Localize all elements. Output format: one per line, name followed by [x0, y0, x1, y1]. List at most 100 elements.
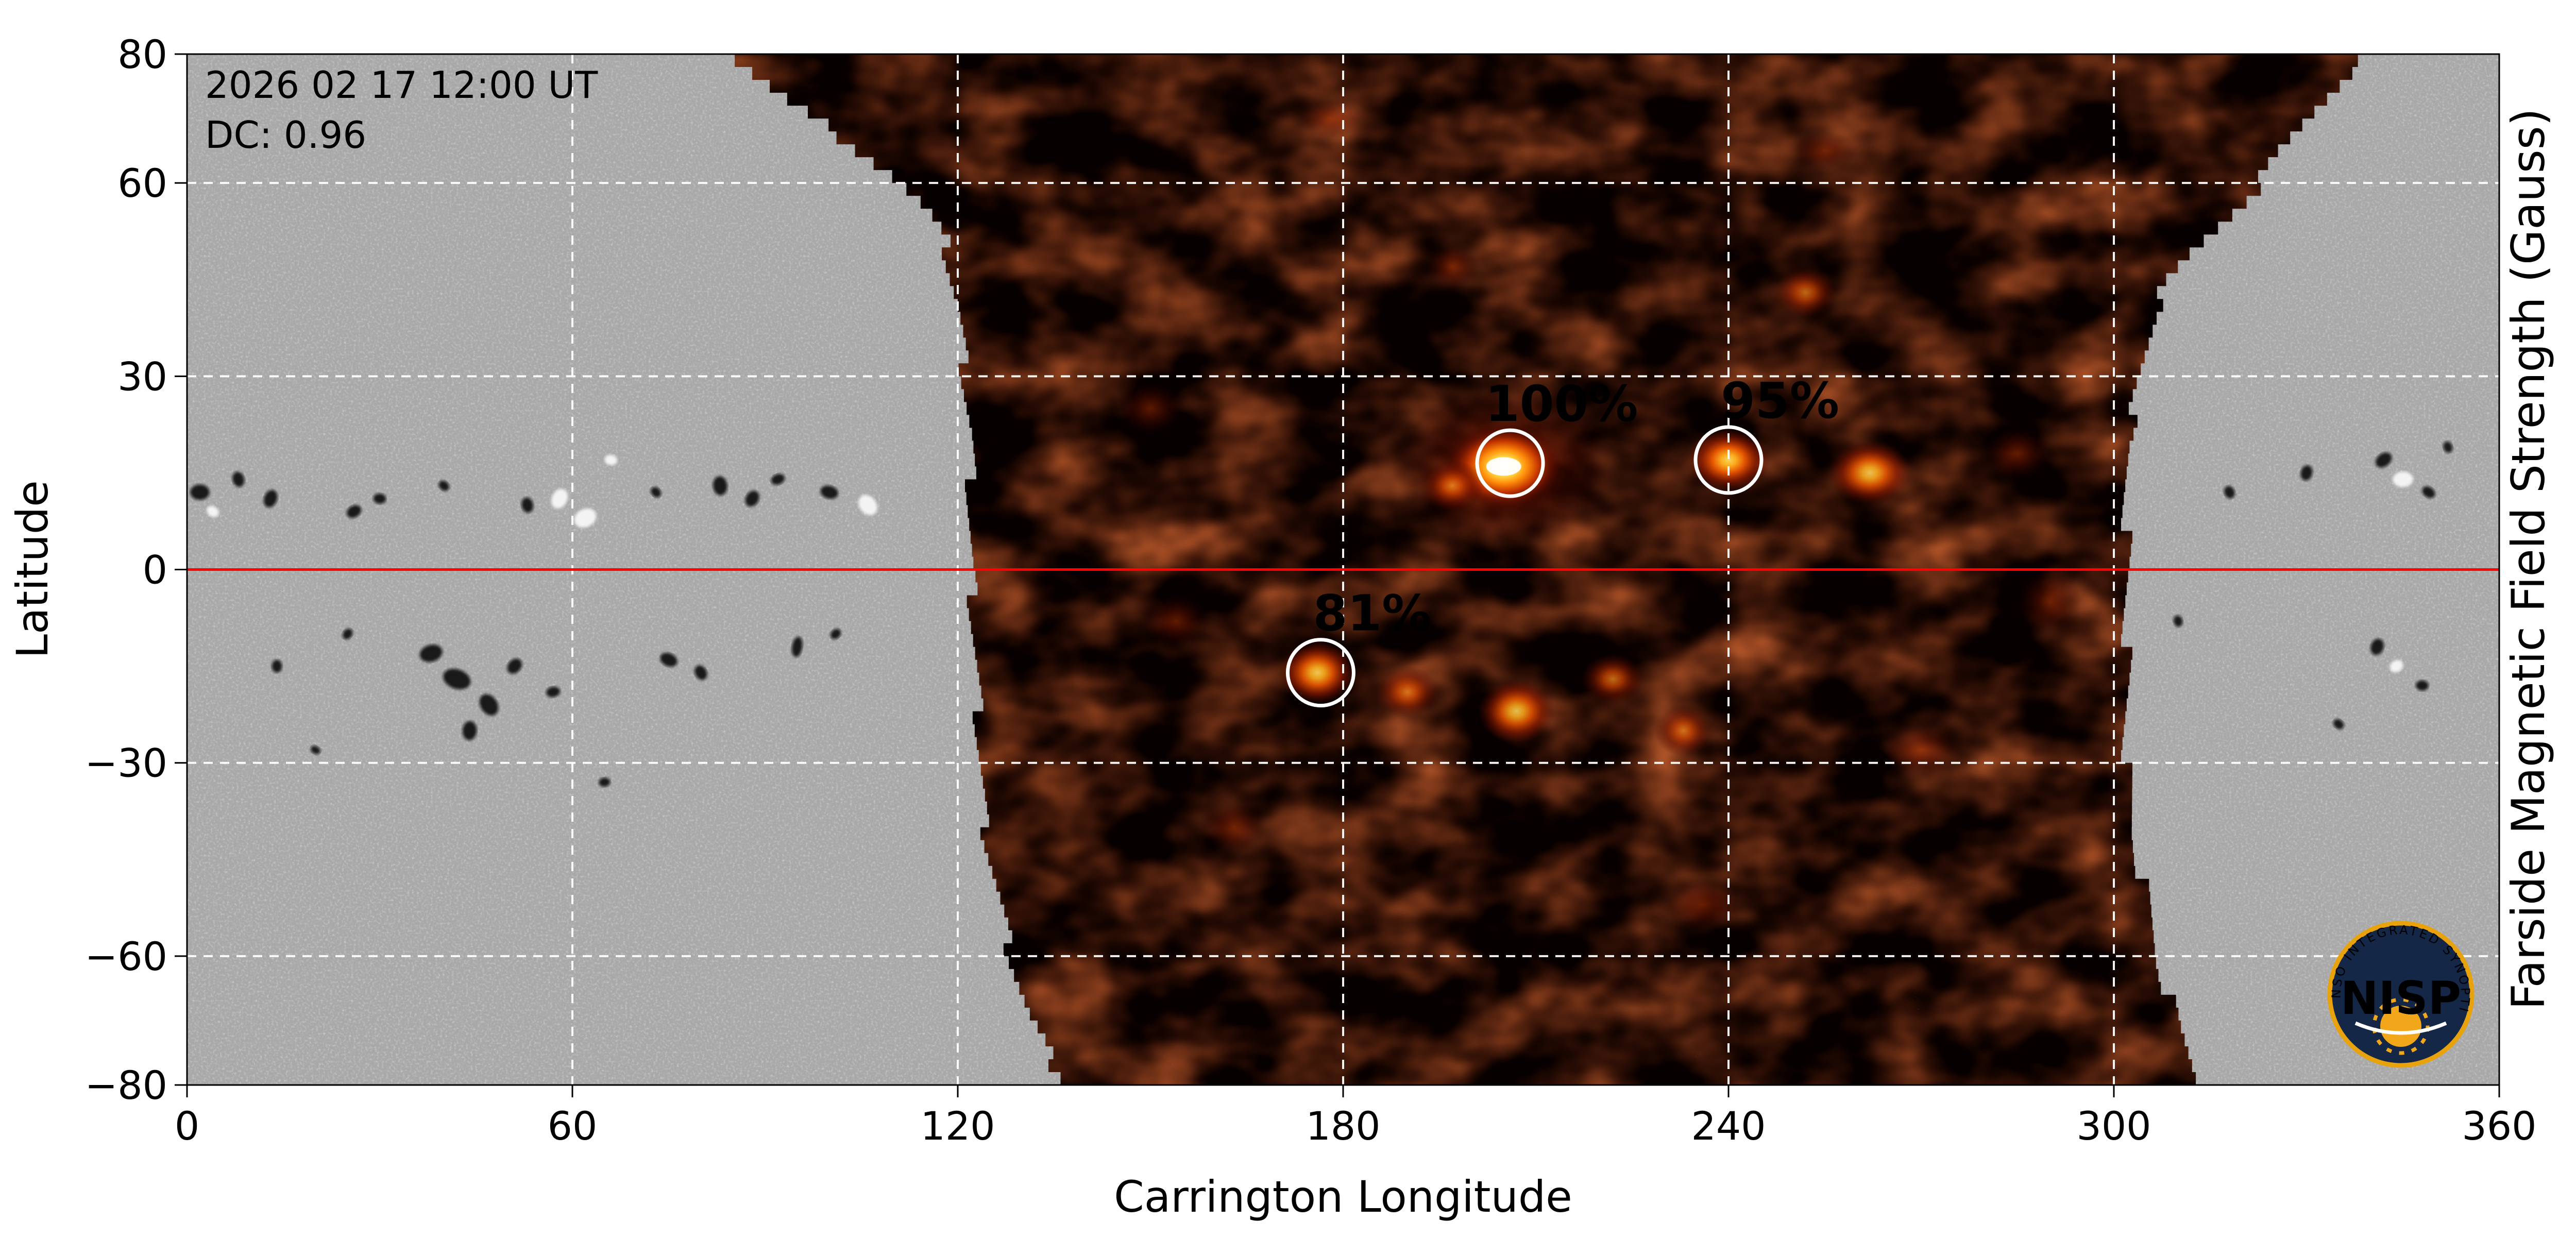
frontside-active-region: [599, 777, 611, 787]
farside-active-region: [1118, 382, 1183, 434]
farside-active-region-core: [1486, 457, 1521, 476]
x-tick-label: 300: [2076, 1103, 2151, 1149]
frontside-active-region: [2333, 719, 2344, 730]
frontside-active-regions: [190, 441, 2453, 787]
colorbar-farside-label: Farside Magnetic Field Strength (Gauss): [2502, 108, 2555, 1010]
frontside-active-region: [2443, 441, 2453, 453]
frontside-active-region: [419, 645, 443, 663]
y-axis-label: Latitude: [7, 480, 58, 658]
frontside-active-region: [791, 636, 803, 657]
x-tick-label: 120: [920, 1103, 995, 1149]
frontside-active-region: [479, 694, 499, 716]
farside-active-region: [1375, 666, 1439, 718]
farside-active-region: [1664, 878, 1741, 930]
frontside-active-region: [272, 659, 282, 673]
frontside-active-region: [507, 658, 522, 674]
nisp-logo-sun-icon: [2380, 1006, 2421, 1047]
y-tick-label: 60: [117, 160, 167, 206]
frontside-active-region: [858, 495, 877, 515]
frontside-active-region: [771, 473, 785, 485]
frontside-active-region: [2173, 615, 2183, 627]
x-tick-label: 180: [1306, 1103, 1380, 1149]
frontside-active-region: [830, 629, 841, 639]
frontside-active-region: [207, 505, 219, 517]
timestamp-overlay: 2026 02 17 12:00 UT DC: 0.96: [205, 63, 598, 157]
y-axis: 80 60 30 0 −30 −60 −80: [85, 31, 187, 1108]
nisp-logo-sun-rays-icon: [2372, 997, 2430, 1055]
flare-probability-annotations: 100% 95% 81%: [1285, 372, 1839, 708]
nisp-logo-swoosh: [2354, 1021, 2447, 1035]
y-tick-label: −60: [85, 934, 167, 979]
frontside-active-region: [2389, 659, 2403, 673]
colorbar-farside: Farside Magnetic Field Strength (Gauss) …: [2502, 108, 2555, 1010]
nisp-logo: NSO INTEGRATED SYNOPTIC PROGRAM NISP: [2327, 921, 2475, 1068]
frontside-active-region: [2224, 486, 2235, 499]
farside-active-region: [1687, 428, 1770, 493]
frontside-active-region: [820, 485, 838, 499]
farside-active-region: [1828, 440, 1912, 505]
frontside-active-region: [232, 471, 245, 487]
frontside-active-region: [2393, 471, 2413, 487]
frontside-active-region: [2375, 452, 2392, 468]
frontside-active-region: [443, 669, 471, 690]
x-tick-label: 0: [175, 1103, 199, 1149]
frontside-active-region: [2370, 638, 2384, 655]
farside-active-regions: [1118, 99, 2082, 930]
farside-active-region: [1792, 131, 1857, 171]
frontside-active-region: [438, 480, 449, 491]
map-panel: 100% 95%81% 2026 02 17 12:00 UT DC: 0.96 …: [187, 54, 2499, 1085]
frontside-active-region: [713, 476, 727, 496]
x-axis-label: Carrington Longitude: [1114, 1172, 1572, 1222]
annotation-circle: [1475, 428, 1545, 498]
farside-active-region: [1478, 679, 1555, 744]
duty-cycle-text: DC: 0.96: [205, 113, 366, 157]
y-tick-label: 0: [143, 547, 167, 593]
farside-active-region: [1279, 640, 1356, 705]
annotation-probability-label: 100%: [1485, 375, 1638, 433]
frontside-active-region: [373, 493, 386, 504]
frontside-active-region: [745, 490, 759, 507]
y-tick-label: 30: [117, 353, 167, 399]
nisp-logo-text: NISP: [2341, 972, 2461, 1025]
timestamp-text: 2026 02 17 12:00 UT: [205, 63, 598, 107]
x-tick-label: 360: [2462, 1103, 2536, 1149]
annotation-circle: [1285, 638, 1355, 708]
frontside-active-region: [263, 489, 278, 507]
farside-active-region: [1581, 653, 1645, 705]
frontside-active-region: [190, 484, 210, 500]
frontside-active-region: [551, 488, 568, 508]
farside-active-region: [1883, 724, 1960, 776]
farside-active-region: [1654, 705, 1713, 757]
nisp-logo-badge: [2327, 921, 2475, 1068]
annotation-probability-label: 81%: [1313, 585, 1432, 642]
farside-active-region: [1773, 266, 1838, 318]
x-axis: 0 60 120 180 240 300 360: [175, 1085, 2537, 1149]
frontside-active-region: [343, 629, 353, 640]
farside-active-region: [1201, 801, 1266, 853]
frontside-active-region: [2415, 680, 2429, 691]
farside-active-region: [1298, 99, 1363, 138]
frontside-active-region: [651, 487, 662, 498]
farside-active-region: [1420, 460, 1485, 512]
frontside-active-region: [2422, 486, 2435, 498]
farside-active-region: [2018, 569, 2082, 634]
annotation-circle: [1693, 425, 1764, 495]
farside-active-region: [1985, 428, 2050, 480]
annotation-probability-label: 95%: [1721, 372, 1839, 430]
y-tick-label: −80: [85, 1062, 167, 1108]
x-tick-label: 240: [1691, 1103, 1766, 1149]
frontside-active-region: [574, 508, 597, 528]
frontside-active-region: [347, 505, 362, 518]
frontside-active-region: [2300, 465, 2313, 481]
farside-active-region: [1144, 595, 1209, 647]
frontside-active-region: [521, 497, 534, 513]
frontside-active-region: [604, 454, 618, 465]
frontside-active-region: [694, 665, 707, 680]
y-tick-label: 80: [117, 31, 167, 77]
frontside-active-region: [546, 686, 561, 698]
frontside-active-region: [310, 745, 320, 754]
frontside-active-region: [660, 653, 677, 667]
frontside-active-region: [462, 721, 477, 740]
x-tick-label: 60: [548, 1103, 598, 1149]
